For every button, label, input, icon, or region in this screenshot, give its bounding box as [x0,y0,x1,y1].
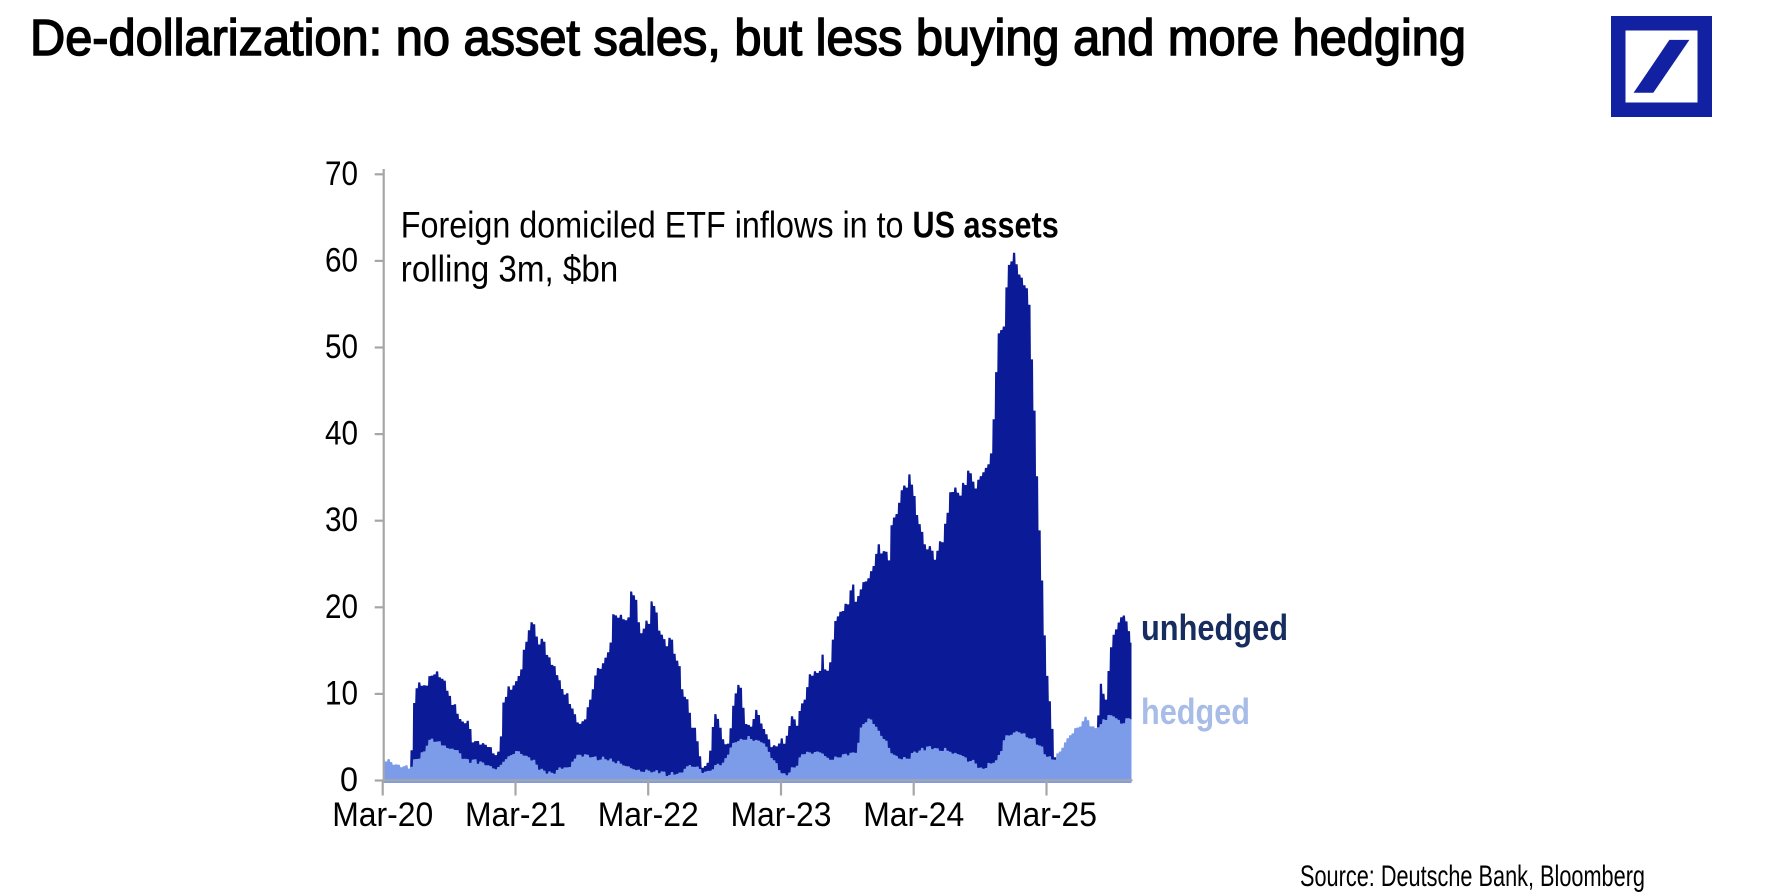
svg-text:Source: Deutsche Bank, Bloombe: Source: Deutsche Bank, Bloomberg [1300,860,1645,893]
svg-text:unhedged: unhedged [1141,607,1288,648]
svg-text:Mar-21: Mar-21 [465,796,566,834]
svg-text:70: 70 [325,155,358,193]
svg-text:hedged: hedged [1141,691,1250,732]
svg-text:Mar-20: Mar-20 [332,796,433,834]
svg-text:30: 30 [325,501,358,539]
svg-text:De-dollarization: no asset sal: De-dollarization: no asset sales, but le… [30,9,1466,66]
svg-text:10: 10 [325,674,358,712]
svg-text:60: 60 [325,241,358,279]
svg-text:Foreign domiciled ETF inflows: Foreign domiciled ETF inflows in to US a… [401,204,1059,245]
svg-text:Mar-24: Mar-24 [863,796,964,834]
svg-text:Mar-23: Mar-23 [731,796,832,834]
svg-text:20: 20 [325,588,358,626]
svg-text:rolling 3m, $bn: rolling 3m, $bn [401,249,618,290]
svg-text:Mar-25: Mar-25 [996,796,1097,834]
svg-text:0: 0 [340,761,358,799]
svg-text:50: 50 [325,328,358,366]
svg-text:Mar-22: Mar-22 [598,796,699,834]
svg-text:40: 40 [325,415,358,453]
